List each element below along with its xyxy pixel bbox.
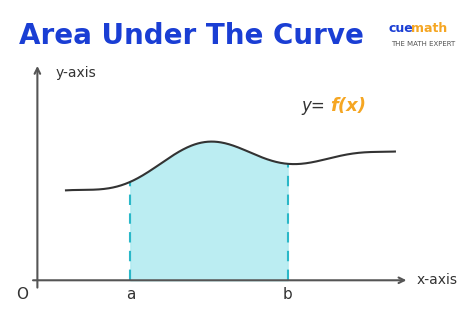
Text: O: O: [16, 287, 27, 302]
Text: cue: cue: [389, 22, 413, 35]
Text: Area Under The Curve: Area Under The Curve: [19, 22, 364, 50]
Text: y-axis: y-axis: [55, 66, 96, 80]
Text: THE MATH EXPERT: THE MATH EXPERT: [391, 41, 456, 47]
Text: x-axis: x-axis: [416, 273, 457, 287]
Text: f(x): f(x): [330, 97, 366, 115]
Text: b: b: [283, 287, 292, 302]
Text: y=: y=: [301, 97, 330, 115]
Text: a: a: [126, 287, 135, 302]
Text: math: math: [411, 22, 447, 35]
